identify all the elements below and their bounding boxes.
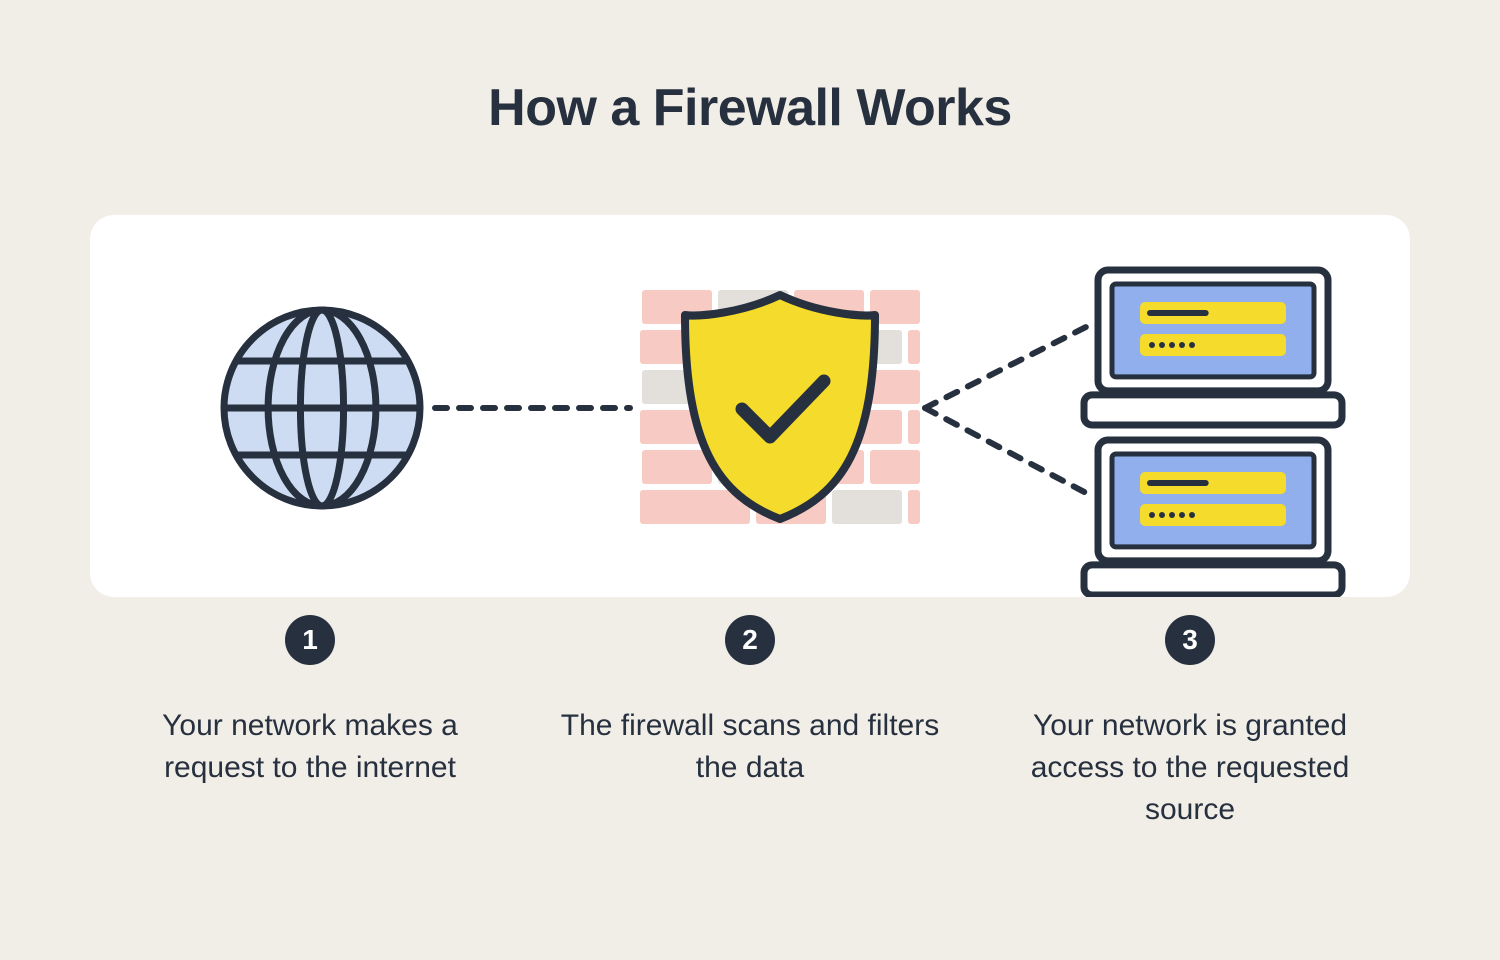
diagram-svg: [90, 215, 1410, 597]
step-badge: 1: [285, 615, 335, 665]
firewall-icon: [640, 290, 920, 524]
step-caption: The firewall scans and filters the data: [560, 705, 940, 789]
step-caption: Your network makes a request to the inte…: [120, 705, 500, 789]
globe-icon: [224, 310, 420, 506]
page-title: How a Firewall Works: [0, 78, 1500, 138]
laptops-icon: [1084, 270, 1342, 595]
step-badge: 2: [725, 615, 775, 665]
step-3: 3 Your network is granted access to the …: [970, 615, 1410, 831]
step-badge: 3: [1165, 615, 1215, 665]
step-1: 1 Your network makes a request to the in…: [90, 615, 530, 831]
steps-row: 1 Your network makes a request to the in…: [90, 615, 1410, 831]
step-2: 2 The firewall scans and filters the dat…: [530, 615, 970, 831]
step-caption: Your network is granted access to the re…: [1000, 705, 1380, 831]
diagram-card: [90, 215, 1410, 597]
